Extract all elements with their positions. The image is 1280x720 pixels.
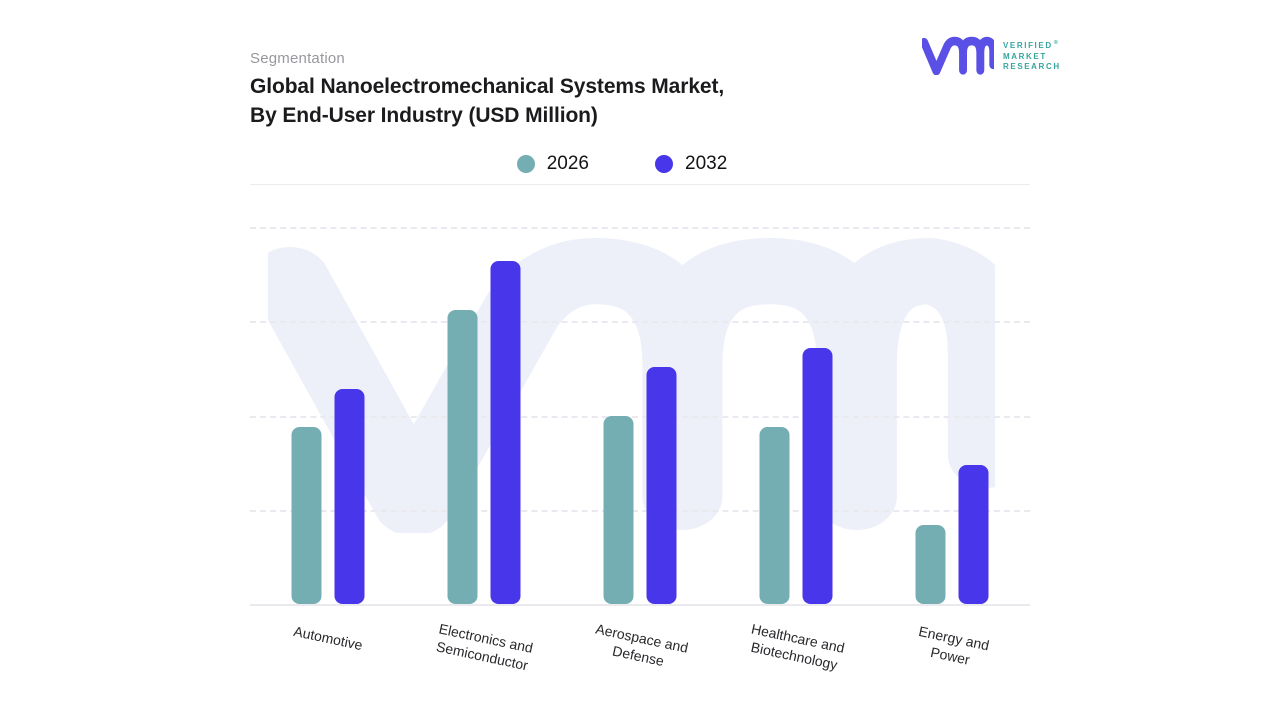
vm-monogram-icon (922, 36, 994, 75)
x-axis-labels: Automotive Electronics and Semiconductor A… (250, 604, 1030, 720)
registered-mark: ® (1053, 40, 1058, 47)
x-axis-line (250, 604, 1030, 606)
header-divider (250, 184, 1030, 185)
plot-area (250, 227, 1030, 606)
x-axis-label: Aerospace and Defense (594, 620, 690, 669)
brand-wordmark: VERIFIED® MARKET RESEARCH (1003, 39, 1061, 72)
x-axis-label: Energy and Power (917, 622, 991, 668)
chart-legend: 2026 2032 (232, 150, 1012, 178)
bar-2026 (759, 426, 790, 604)
legend-item-2026: 2026 (516, 153, 589, 175)
bar-group (603, 227, 677, 604)
gridline (250, 509, 1030, 512)
bar-2032 (958, 464, 989, 604)
x-axis-label: Healthcare and Biotechnology (749, 620, 847, 673)
bar-group (447, 227, 521, 604)
bars-layer (250, 227, 1030, 604)
legend-swatch-2026 (516, 155, 535, 173)
x-axis-label: Automotive (292, 622, 365, 654)
bar-group (759, 227, 833, 604)
brand-logo: VERIFIED® MARKET RESEARCH (922, 36, 1061, 75)
brand-line-market: MARKET (1003, 51, 1047, 61)
bar-2026 (447, 309, 478, 604)
x-axis-label: Electronics and Semiconductor (434, 620, 535, 673)
bar-2032 (802, 347, 833, 604)
legend-swatch-2032 (655, 155, 673, 173)
bar-group (915, 227, 989, 604)
bar-2026 (291, 426, 322, 604)
legend-label-2032: 2032 (685, 153, 728, 174)
bar-2032 (334, 389, 365, 604)
eyebrow-label: Segmentation (250, 50, 345, 67)
bar-2032 (646, 366, 677, 604)
gridline (250, 321, 1030, 324)
bar-2026 (603, 415, 634, 604)
bar-2026 (915, 524, 946, 604)
brand-line-research: RESEARCH (1003, 62, 1061, 72)
bar-2032 (490, 260, 521, 604)
gridline (250, 415, 1030, 418)
brand-line-verified: VERIFIED® (1003, 40, 1058, 51)
bar-group (291, 227, 365, 604)
legend-item-2032: 2032 (655, 153, 727, 175)
gridline (250, 227, 1030, 229)
chart-title: Global Nanoelectromechanical Systems Mar… (250, 75, 725, 127)
legend-label-2026: 2026 (546, 153, 589, 174)
vm-watermark-icon (268, 238, 995, 533)
